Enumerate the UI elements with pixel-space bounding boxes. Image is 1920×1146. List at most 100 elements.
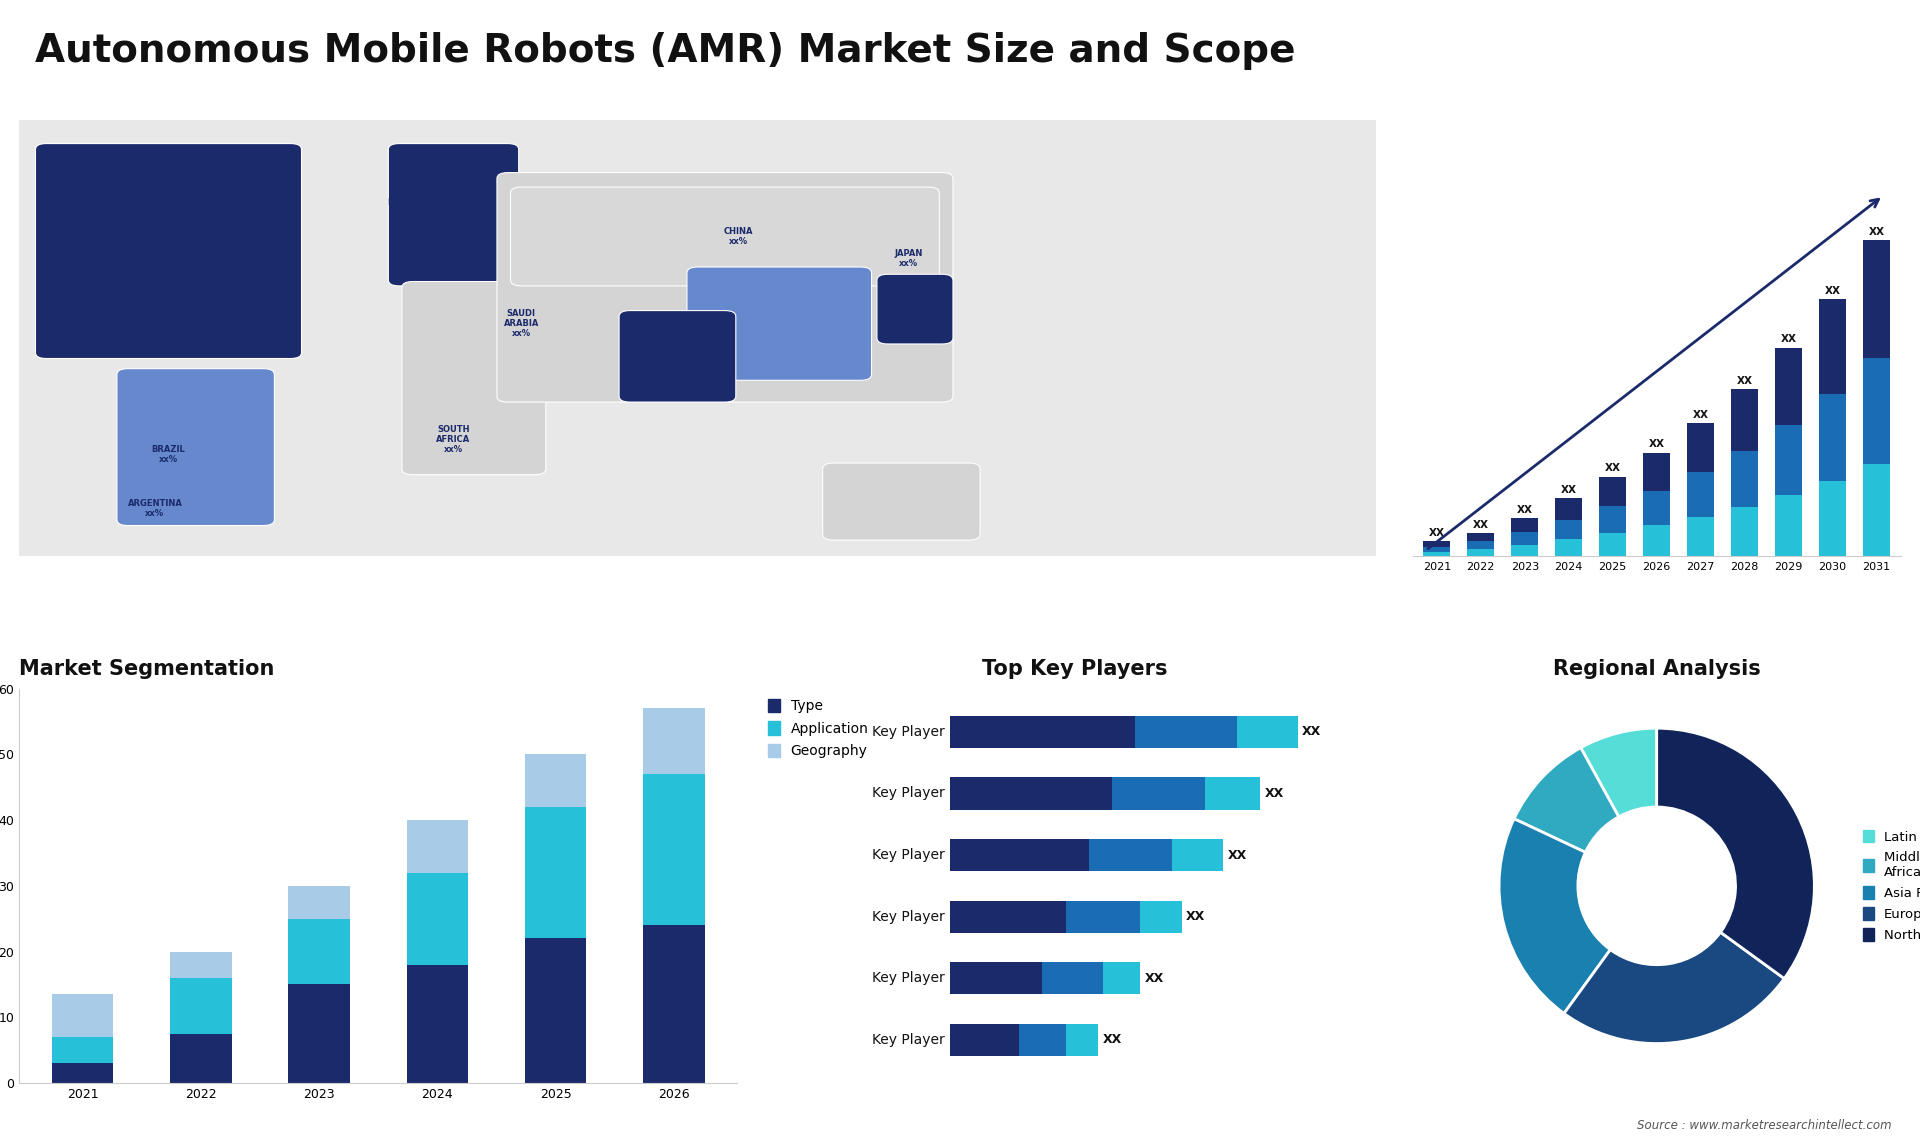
Text: GERMANY
xx%: GERMANY xx% bbox=[451, 162, 497, 181]
FancyBboxPatch shape bbox=[618, 311, 735, 402]
Legend: Latin America, Middle East &
Africa, Asia Pacific, Europe, North America: Latin America, Middle East & Africa, Asi… bbox=[1860, 827, 1920, 944]
Bar bbox=[1423, 547, 1450, 551]
Bar bbox=[950, 901, 1066, 933]
Text: Key Player: Key Player bbox=[872, 1033, 945, 1046]
Title: Top Key Players: Top Key Players bbox=[983, 659, 1167, 678]
Title: Regional Analysis: Regional Analysis bbox=[1553, 659, 1761, 678]
Text: Autonomous Mobile Robots (AMR) Market Size and Scope: Autonomous Mobile Robots (AMR) Market Si… bbox=[35, 32, 1296, 70]
Text: ARGENTINA
xx%: ARGENTINA xx% bbox=[127, 500, 182, 518]
Bar bbox=[407, 873, 468, 965]
Bar bbox=[1236, 716, 1298, 748]
Bar bbox=[171, 978, 232, 1034]
Text: Source : www.marketresearchintellect.com: Source : www.marketresearchintellect.com bbox=[1636, 1120, 1891, 1132]
Bar bbox=[1732, 390, 1759, 452]
Bar bbox=[1102, 963, 1140, 995]
Bar bbox=[171, 1034, 232, 1083]
Bar bbox=[643, 775, 705, 925]
Text: Key Player: Key Player bbox=[872, 910, 945, 924]
Bar bbox=[1555, 519, 1582, 540]
Bar bbox=[1066, 1023, 1098, 1055]
Text: XX: XX bbox=[1144, 972, 1164, 984]
Text: BRAZIL
xx%: BRAZIL xx% bbox=[152, 445, 186, 464]
Text: XX: XX bbox=[1229, 848, 1248, 862]
Bar bbox=[1043, 963, 1102, 995]
Bar bbox=[950, 963, 1043, 995]
Bar bbox=[1774, 347, 1803, 425]
Bar bbox=[1862, 464, 1891, 556]
Wedge shape bbox=[1515, 747, 1619, 853]
Bar bbox=[288, 886, 349, 919]
Wedge shape bbox=[1500, 818, 1611, 1013]
FancyBboxPatch shape bbox=[35, 143, 301, 359]
Bar bbox=[1774, 425, 1803, 495]
Bar bbox=[1818, 299, 1847, 394]
Text: XX: XX bbox=[1649, 439, 1665, 449]
Text: XX: XX bbox=[1780, 335, 1797, 344]
FancyBboxPatch shape bbox=[117, 369, 275, 526]
Text: XX: XX bbox=[1517, 504, 1532, 515]
Bar bbox=[1511, 532, 1538, 544]
Legend: Type, Application, Geography: Type, Application, Geography bbox=[766, 696, 872, 761]
Text: Key Player: Key Player bbox=[872, 786, 945, 801]
Bar bbox=[1204, 777, 1260, 809]
Bar bbox=[1511, 544, 1538, 556]
Text: XX: XX bbox=[1302, 725, 1321, 738]
Bar bbox=[1688, 517, 1715, 556]
FancyBboxPatch shape bbox=[511, 187, 939, 285]
Bar bbox=[1511, 518, 1538, 532]
Bar bbox=[950, 1023, 1020, 1055]
Bar bbox=[288, 919, 349, 984]
FancyBboxPatch shape bbox=[822, 463, 979, 540]
Bar bbox=[643, 708, 705, 775]
Text: XX: XX bbox=[1561, 485, 1576, 495]
Circle shape bbox=[1578, 807, 1736, 965]
Text: SPAIN
xx%: SPAIN xx% bbox=[388, 234, 417, 253]
Bar bbox=[950, 777, 1112, 809]
Bar bbox=[1862, 241, 1891, 358]
Bar bbox=[1020, 1023, 1066, 1055]
Bar bbox=[1862, 358, 1891, 464]
Bar bbox=[1599, 533, 1626, 556]
Text: XX: XX bbox=[1868, 227, 1885, 237]
Bar bbox=[1555, 540, 1582, 556]
Bar bbox=[1423, 551, 1450, 556]
Bar bbox=[171, 951, 232, 978]
Text: MEXICO
xx%: MEXICO xx% bbox=[96, 336, 132, 355]
Bar bbox=[1774, 495, 1803, 556]
Bar bbox=[524, 807, 586, 939]
Text: XX: XX bbox=[1187, 910, 1206, 924]
Bar bbox=[1467, 541, 1494, 549]
Bar bbox=[1423, 541, 1450, 547]
Bar bbox=[1688, 423, 1715, 472]
Text: JAPAN
xx%: JAPAN xx% bbox=[895, 249, 922, 268]
Text: SAUDI
ARABIA
xx%: SAUDI ARABIA xx% bbox=[503, 309, 540, 338]
Text: Key Player: Key Player bbox=[872, 972, 945, 986]
Bar bbox=[1467, 549, 1494, 556]
Bar bbox=[1644, 490, 1670, 525]
Bar bbox=[524, 754, 586, 807]
Text: U.S.
xx%: U.S. xx% bbox=[104, 270, 123, 290]
Bar bbox=[1644, 525, 1670, 556]
Bar bbox=[1599, 477, 1626, 505]
Text: U.K.
xx%: U.K. xx% bbox=[390, 162, 409, 181]
Bar bbox=[407, 965, 468, 1083]
Bar bbox=[1732, 452, 1759, 507]
Bar bbox=[1732, 507, 1759, 556]
FancyBboxPatch shape bbox=[877, 274, 952, 344]
Text: INDIA
xx%: INDIA xx% bbox=[643, 336, 670, 355]
Wedge shape bbox=[1657, 728, 1814, 979]
FancyBboxPatch shape bbox=[687, 267, 872, 380]
Text: XX: XX bbox=[1265, 787, 1284, 800]
Text: XX: XX bbox=[1473, 520, 1488, 529]
FancyBboxPatch shape bbox=[388, 143, 518, 285]
Text: XX: XX bbox=[1605, 463, 1620, 473]
Bar bbox=[52, 1037, 113, 1063]
Text: CHINA
xx%: CHINA xx% bbox=[724, 227, 753, 246]
Bar bbox=[1818, 480, 1847, 556]
Bar bbox=[1467, 533, 1494, 541]
Wedge shape bbox=[1565, 932, 1784, 1044]
Text: CANADA
xx%: CANADA xx% bbox=[121, 168, 161, 188]
Text: SOUTH
AFRICA
xx%: SOUTH AFRICA xx% bbox=[436, 425, 470, 454]
FancyBboxPatch shape bbox=[497, 173, 952, 402]
Bar bbox=[1599, 505, 1626, 533]
